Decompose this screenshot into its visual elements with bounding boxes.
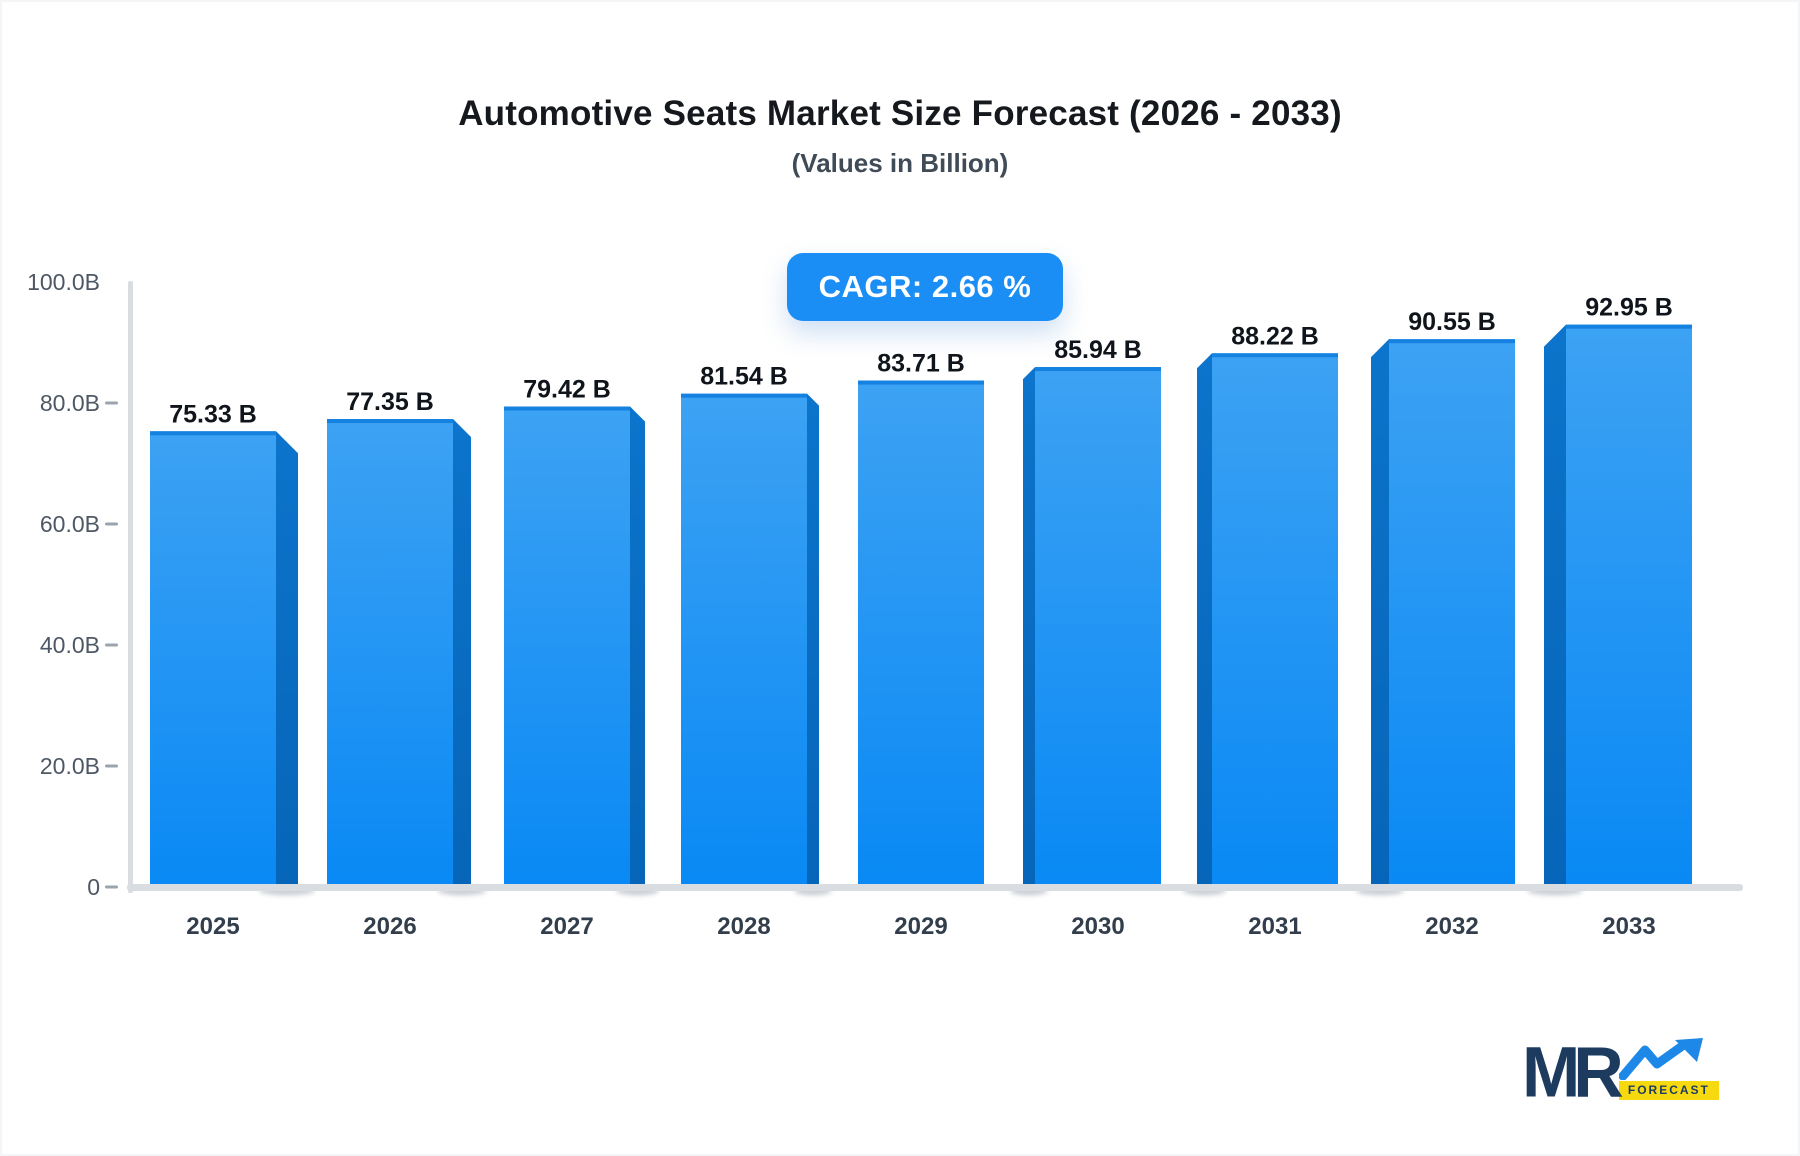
x-tick-label: 2028 (717, 913, 770, 940)
bar-2028: 81.54 B 2028 (681, 363, 832, 940)
bar-2027: 79.42 B 2027 (504, 376, 659, 940)
bar-value-label: 88.22 B (1231, 322, 1319, 350)
x-tick-label: 2030 (1071, 913, 1124, 940)
y-tick-label: 40.0B (40, 632, 100, 658)
bar-face (858, 380, 984, 887)
bar-side-3d (1544, 324, 1566, 888)
logo-mr-text: MR (1522, 1032, 1624, 1112)
y-tick-label: 20.0B (40, 753, 100, 779)
x-tick-label: 2026 (363, 913, 416, 940)
bar-top-edge (681, 393, 807, 398)
bar-top-edge (1566, 324, 1692, 329)
bar-face (150, 431, 276, 887)
bar-2030: 85.94 B 2030 (1010, 336, 1161, 940)
bar-top-edge (150, 431, 276, 436)
bar-value-label: 90.55 B (1408, 308, 1496, 336)
chart-title: Automotive Seats Market Size Forecast (2… (458, 94, 1342, 133)
x-tick-label: 2032 (1425, 913, 1478, 940)
y-tick-dash (105, 401, 118, 405)
bar-value-label: 85.94 B (1054, 336, 1142, 364)
y-tick-dash (105, 643, 118, 647)
bar-2029: 83.71 B 2029 (858, 350, 984, 940)
trend-arrow-icon (1618, 1038, 1703, 1080)
bar-value-label: 79.42 B (523, 376, 611, 404)
x-axis-baseline (127, 884, 1743, 891)
x-tick-label: 2027 (540, 913, 593, 940)
y-tick-dash (105, 885, 118, 889)
bar-2025: 75.33 B 2025 (150, 400, 315, 940)
bar-side-3d (1371, 339, 1389, 887)
x-tick-label: 2029 (894, 913, 947, 940)
bar-face (1389, 339, 1515, 887)
bar-side-3d (1023, 367, 1035, 887)
bar-side-3d (276, 431, 298, 887)
bar-value-label: 83.71 B (877, 350, 965, 378)
y-tick-label: 0 (87, 874, 100, 900)
bar-face (681, 393, 807, 887)
bar-face (1212, 353, 1338, 887)
bar-face (504, 406, 630, 887)
y-tick-dash (105, 764, 118, 768)
chart-subtitle: (Values in Billion) (791, 148, 1009, 178)
y-tick-label: 80.0B (40, 390, 100, 416)
bar-side-3d (1197, 353, 1212, 887)
bar-value-label: 81.54 B (700, 363, 788, 391)
bar-face (1035, 367, 1161, 887)
cagr-badge: CAGR: 2.66 % (787, 253, 1063, 321)
bar-side-3d (630, 406, 645, 887)
bar-side-3d (807, 393, 819, 887)
bar-face (1566, 324, 1692, 888)
x-tick-label: 2033 (1602, 913, 1655, 940)
y-tick-dash (105, 522, 118, 526)
bar-face (327, 419, 453, 887)
bar-2032: 90.55 B 2032 (1355, 308, 1515, 940)
bar-top-edge (1389, 339, 1515, 344)
bar-top-edge (858, 380, 984, 385)
bar-value-label: 75.33 B (169, 400, 257, 428)
bar-top-edge (1035, 367, 1161, 372)
y-axis-line (128, 281, 133, 893)
bar-value-label: 77.35 B (346, 388, 434, 416)
cagr-badge-label: CAGR: 2.66 % (818, 269, 1032, 304)
bar-top-edge (327, 419, 453, 424)
bar-top-edge (1212, 353, 1338, 358)
bar-top-edge (504, 406, 630, 411)
bar-value-label: 92.95 B (1585, 294, 1673, 322)
mr-forecast-logo: MR FORECAST (1522, 1032, 1719, 1112)
x-tick-label: 2025 (186, 913, 239, 940)
bar-2031: 88.22 B 2031 (1183, 322, 1338, 940)
bar-2033: 92.95 B 2033 (1527, 294, 1692, 940)
y-tick-label: 60.0B (40, 511, 100, 537)
bar-side-3d (453, 419, 471, 887)
x-tick-label: 2031 (1248, 913, 1301, 940)
y-tick-label: 100.0B (27, 269, 100, 295)
logo-forecast-tag: FORECAST (1618, 1081, 1719, 1100)
bar-2026: 77.35 B 2026 (327, 388, 487, 940)
